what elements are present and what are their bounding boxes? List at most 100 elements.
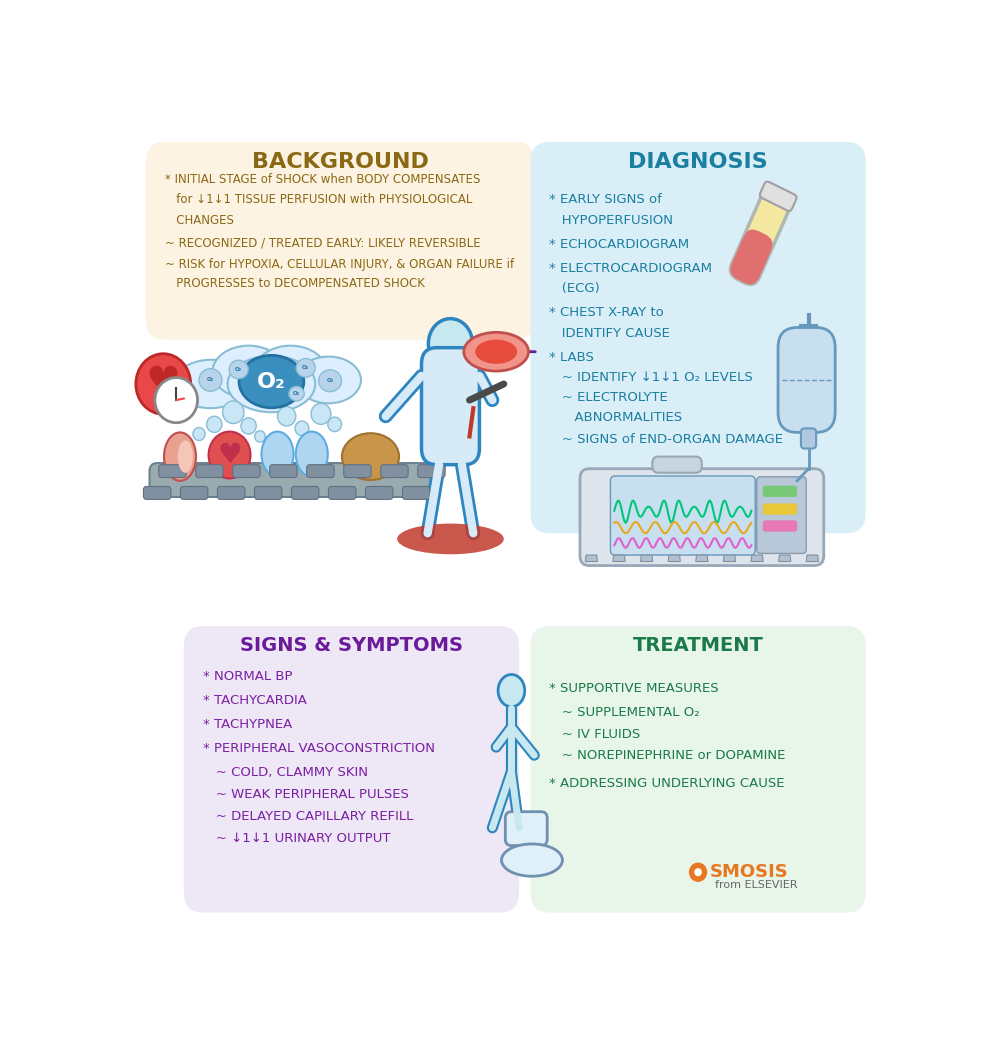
Text: PROGRESSES to DECOMPENSATED SHOCK: PROGRESSES to DECOMPENSATED SHOCK [165,277,425,289]
Text: * ADDRESSING UNDERLYING CAUSE: * ADDRESSING UNDERLYING CAUSE [549,777,785,790]
FancyBboxPatch shape [402,486,430,500]
Circle shape [223,401,244,423]
FancyBboxPatch shape [610,476,755,555]
Text: (ECG): (ECG) [549,282,601,296]
Ellipse shape [296,356,361,403]
FancyBboxPatch shape [366,486,393,500]
FancyBboxPatch shape [757,477,806,553]
Text: ~ COLD, CLAMMY SKIN: ~ COLD, CLAMMY SKIN [202,766,368,780]
FancyBboxPatch shape [255,486,282,500]
Text: ~ RECOGNIZED / TREATED EARLY: LIKELY REVERSIBLE: ~ RECOGNIZED / TREATED EARLY: LIKELY REV… [165,236,481,249]
Polygon shape [668,555,680,562]
Circle shape [689,863,707,881]
FancyBboxPatch shape [184,626,519,913]
FancyBboxPatch shape [344,464,372,478]
Text: * LABS: * LABS [549,351,595,364]
Text: ~ IDENTIFY ↓1↓1 O₂ LEVELS: ~ IDENTIFY ↓1↓1 O₂ LEVELS [549,371,753,384]
Text: SMOSIS: SMOSIS [710,864,788,881]
Circle shape [327,417,341,432]
Ellipse shape [174,359,247,408]
Text: ~ NOREPINEPHRINE or DOPAMINE: ~ NOREPINEPHRINE or DOPAMINE [549,749,785,763]
Text: O₂: O₂ [207,377,214,383]
Ellipse shape [178,440,193,473]
Text: IDENTIFY CAUSE: IDENTIFY CAUSE [549,327,670,340]
Text: * INITIAL STAGE of SHOCK when BODY COMPENSATES: * INITIAL STAGE of SHOCK when BODY COMPE… [165,173,480,187]
Text: ~ ELECTROLYTE: ~ ELECTROLYTE [549,391,668,405]
Ellipse shape [318,370,341,392]
Ellipse shape [228,355,316,412]
FancyBboxPatch shape [144,486,171,500]
Circle shape [311,403,331,424]
FancyBboxPatch shape [580,468,824,566]
Text: O₂: O₂ [326,378,333,384]
Ellipse shape [296,358,316,377]
Text: * NORMAL BP: * NORMAL BP [202,670,292,682]
Circle shape [694,868,702,876]
Polygon shape [723,555,735,562]
Ellipse shape [239,355,304,408]
Text: DIAGNOSIS: DIAGNOSIS [628,152,768,172]
Polygon shape [779,555,790,562]
FancyBboxPatch shape [531,626,866,913]
Text: ♥: ♥ [217,441,242,470]
FancyBboxPatch shape [763,503,797,515]
FancyBboxPatch shape [730,230,773,284]
FancyBboxPatch shape [653,457,702,473]
Polygon shape [696,555,708,562]
Text: * TACHYCARDIA: * TACHYCARDIA [202,694,307,706]
Text: BACKGROUND: BACKGROUND [252,152,429,172]
FancyBboxPatch shape [505,811,548,846]
Text: ♥: ♥ [145,365,181,402]
Text: * EARLY SIGNS of: * EARLY SIGNS of [549,194,663,206]
Text: * TACHYPNEA: * TACHYPNEA [202,718,292,732]
Polygon shape [806,555,819,562]
Circle shape [155,377,198,422]
Circle shape [295,421,309,436]
FancyBboxPatch shape [145,141,535,340]
Circle shape [206,416,222,433]
Circle shape [241,418,257,434]
Text: SIGNS & SYMPTOMS: SIGNS & SYMPTOMS [240,636,463,655]
Ellipse shape [498,675,525,706]
FancyBboxPatch shape [149,463,439,497]
Circle shape [277,407,296,425]
Ellipse shape [229,361,248,378]
FancyBboxPatch shape [801,429,816,449]
Text: ~ WEAK PERIPHERAL PULSES: ~ WEAK PERIPHERAL PULSES [202,788,409,801]
Ellipse shape [208,432,251,478]
FancyBboxPatch shape [760,181,796,211]
Text: O₂: O₂ [293,391,300,396]
FancyBboxPatch shape [291,486,318,500]
Text: * PERIPHERAL VASOCONSTRICTION: * PERIPHERAL VASOCONSTRICTION [202,742,434,756]
FancyBboxPatch shape [269,464,297,478]
Text: for ↓1↓1 TISSUE PERFUSION with PHYSIOLOGICAL: for ↓1↓1 TISSUE PERFUSION with PHYSIOLOG… [165,194,472,206]
FancyBboxPatch shape [730,190,790,284]
FancyBboxPatch shape [307,464,334,478]
Ellipse shape [212,346,285,398]
Ellipse shape [164,433,196,481]
Ellipse shape [261,432,294,477]
Text: * SUPPORTIVE MEASURES: * SUPPORTIVE MEASURES [549,681,720,695]
FancyBboxPatch shape [380,464,408,478]
Polygon shape [613,555,625,562]
FancyBboxPatch shape [158,464,186,478]
Text: ~ SIGNS of END-ORGAN DAMAGE: ~ SIGNS of END-ORGAN DAMAGE [549,433,783,446]
Ellipse shape [199,369,222,391]
FancyBboxPatch shape [763,485,797,497]
Text: ~ ↓1↓1 URINARY OUTPUT: ~ ↓1↓1 URINARY OUTPUT [202,832,390,845]
Polygon shape [585,555,598,562]
FancyBboxPatch shape [779,327,836,433]
Text: * ELECTROCARDIOGRAM: * ELECTROCARDIOGRAM [549,262,713,275]
Polygon shape [751,555,763,562]
Text: ~ IV FLUIDS: ~ IV FLUIDS [549,727,641,741]
Text: from ELSEVIER: from ELSEVIER [715,880,797,890]
Circle shape [193,428,205,440]
Polygon shape [641,555,653,562]
FancyBboxPatch shape [531,141,866,533]
FancyBboxPatch shape [418,464,445,478]
Text: CHANGES: CHANGES [165,214,234,226]
Text: O₂: O₂ [302,366,310,370]
Ellipse shape [255,346,326,398]
FancyBboxPatch shape [763,521,797,531]
FancyBboxPatch shape [328,486,356,500]
